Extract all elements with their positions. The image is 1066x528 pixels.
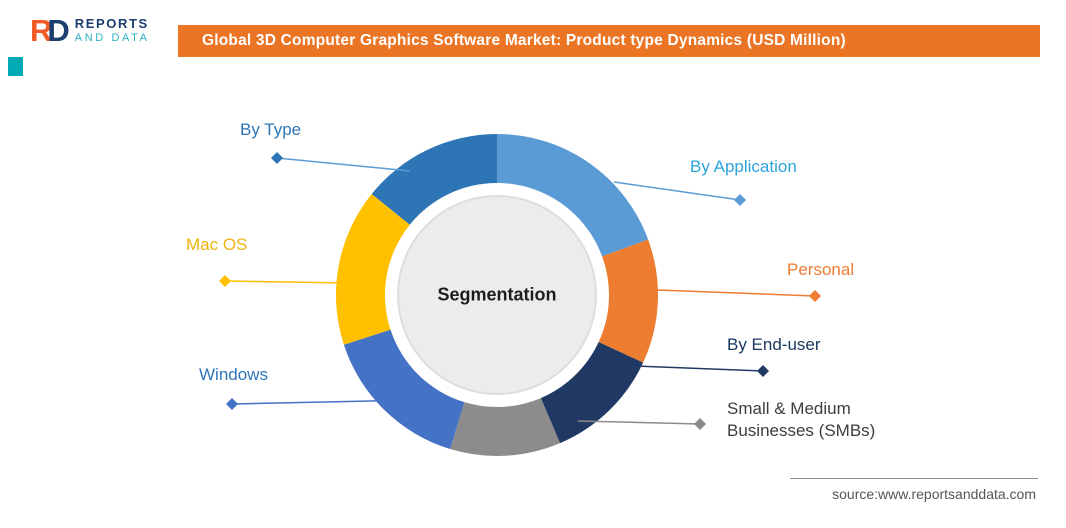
logo-letter-r: R <box>30 13 53 48</box>
donut-segment-4 <box>343 329 465 450</box>
page-title: Global 3D Computer Graphics Software Mar… <box>202 32 846 49</box>
donut-segment-1 <box>598 239 658 363</box>
callout-diamond-2 <box>757 365 769 377</box>
callout-diamond-3 <box>694 418 706 430</box>
label-by-application: By Application <box>690 157 797 176</box>
callout-diamond-6 <box>271 152 283 164</box>
brand-name-line2: AND DATA <box>74 31 150 44</box>
callout-line-3 <box>577 420 701 425</box>
callout-diamond-0 <box>734 194 746 206</box>
callout-line-1 <box>656 289 816 297</box>
label-mac-os: Mac OS <box>186 235 248 254</box>
callout-line-2 <box>633 365 764 372</box>
donut-segment-3 <box>450 398 561 456</box>
label-smbs: Small & Medium Businesses (SMBs) <box>727 399 876 440</box>
donut-center-circle <box>397 195 597 395</box>
label-by-end-user: By End-user <box>727 335 821 354</box>
label-windows: Windows <box>199 365 268 384</box>
logo-text: REPORTS AND DATA <box>75 16 150 45</box>
brand-logo: RD REPORTS AND DATA <box>30 15 150 46</box>
donut-segment-0 <box>497 134 649 257</box>
donut-segment-5 <box>336 193 410 345</box>
footer-divider <box>790 478 1038 479</box>
label-by-type: By Type <box>240 120 302 139</box>
donut-segment-2 <box>540 342 644 444</box>
donut-segment-6 <box>371 134 497 225</box>
callout-line-5 <box>224 280 349 284</box>
callout-line-0 <box>613 181 741 201</box>
brand-name-line1: REPORTS <box>74 16 149 32</box>
logo-letter-d: D <box>47 13 70 48</box>
callout-line-6 <box>276 157 411 172</box>
callout-line-4 <box>231 399 417 405</box>
center-label: Segmentation <box>437 284 557 305</box>
accent-tab <box>8 57 23 76</box>
callout-diamond-4 <box>226 398 238 410</box>
logo-mark: RD <box>30 15 75 46</box>
label-personal: Personal <box>787 260 855 279</box>
callout-diamond-1 <box>809 290 821 302</box>
callout-diamond-5 <box>219 275 231 287</box>
source-text: source:www.reportsanddata.com <box>832 486 1036 502</box>
header-banner: Global 3D Computer Graphics Software Mar… <box>178 25 1040 57</box>
